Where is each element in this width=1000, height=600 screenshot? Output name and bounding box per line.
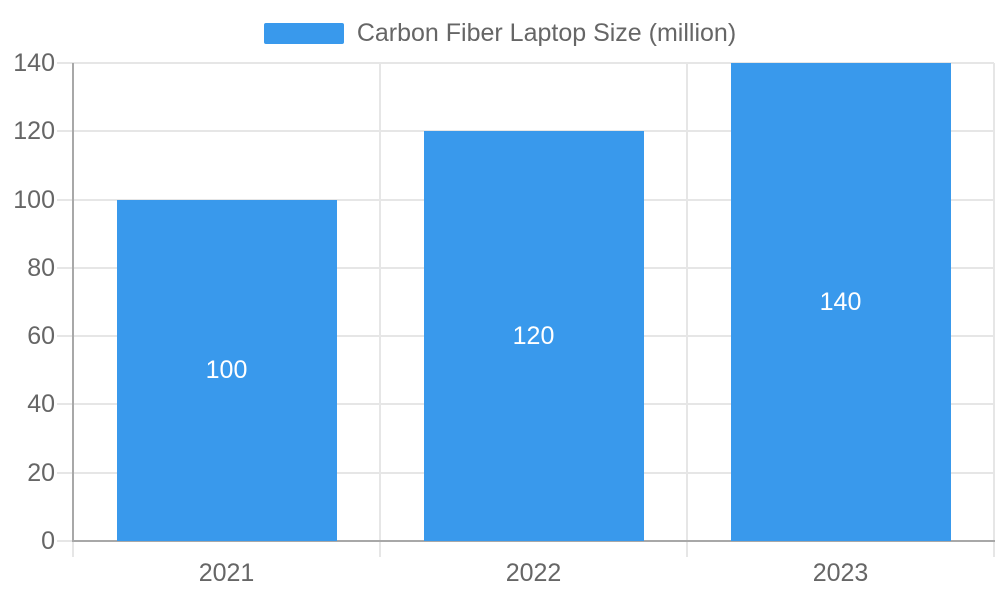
legend-swatch bbox=[263, 22, 344, 44]
chart-legend[interactable]: Carbon Fiber Laptop Size (million) bbox=[0, 19, 1000, 47]
x-axis-tick bbox=[379, 541, 381, 557]
y-axis-tick bbox=[57, 266, 73, 269]
y-axis-line bbox=[72, 63, 74, 541]
x-axis-tick bbox=[993, 541, 995, 557]
bar bbox=[730, 63, 951, 541]
gridline-vertical bbox=[379, 63, 381, 541]
x-tick-label: 2022 bbox=[505, 559, 562, 587]
y-tick-label: 100 bbox=[13, 185, 55, 214]
y-tick-label: 0 bbox=[41, 527, 55, 555]
x-axis-tick bbox=[686, 541, 688, 557]
y-axis-tick bbox=[57, 471, 73, 474]
x-tick-label: 2023 bbox=[812, 559, 869, 587]
bar-value-label: 120 bbox=[512, 322, 555, 351]
gridline-horizontal bbox=[73, 62, 994, 64]
bar-value-label: 100 bbox=[205, 356, 248, 385]
x-axis-line bbox=[72, 540, 995, 542]
bar-value-label: 140 bbox=[819, 288, 862, 316]
y-tick-label: 60 bbox=[27, 322, 55, 351]
y-axis-tick bbox=[57, 335, 73, 338]
y-axis-tick bbox=[57, 403, 73, 406]
y-tick-label: 40 bbox=[27, 390, 55, 419]
bar bbox=[423, 131, 644, 541]
y-axis-tick bbox=[57, 198, 73, 201]
y-tick-label: 20 bbox=[27, 458, 55, 487]
bar bbox=[116, 199, 337, 541]
y-tick-label: 80 bbox=[27, 253, 55, 282]
x-axis-tick bbox=[72, 541, 74, 557]
y-axis-tick bbox=[57, 62, 73, 64]
x-tick-label: 2021 bbox=[198, 559, 255, 587]
gridline-vertical bbox=[993, 63, 995, 541]
y-axis-tick bbox=[57, 540, 73, 542]
y-tick-label: 120 bbox=[13, 117, 55, 146]
y-axis-tick bbox=[57, 130, 73, 133]
legend-label: Carbon Fiber Laptop Size (million) bbox=[356, 19, 737, 47]
y-tick-label: 140 bbox=[13, 49, 55, 77]
gridline-vertical bbox=[686, 63, 688, 541]
